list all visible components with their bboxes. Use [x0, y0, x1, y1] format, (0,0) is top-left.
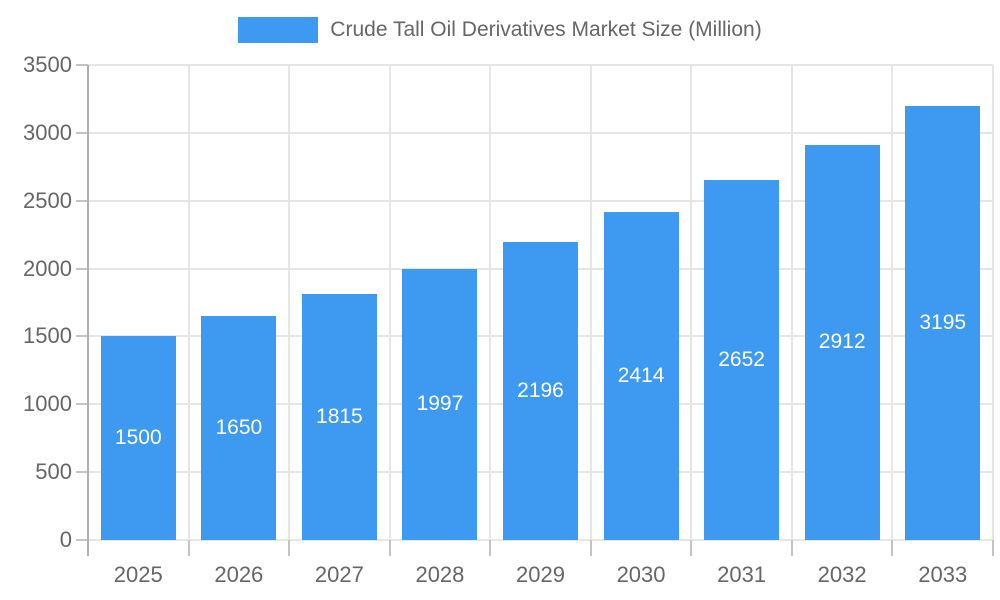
y-axis-tick-label: 3000: [23, 119, 72, 145]
x-gridline: [589, 65, 592, 540]
y-axis-tick-label: 2500: [23, 187, 72, 213]
bar-2027: [301, 293, 377, 540]
x-axis-tick-label: 2030: [616, 562, 666, 587]
x-axis-tick-label: 2033: [918, 562, 968, 587]
bar-value-label: 2912: [818, 330, 866, 354]
y-axis-tick-label: 500: [35, 459, 72, 485]
bar-2028: [402, 268, 478, 540]
x-gridline: [187, 65, 190, 540]
x-tick-mark: [288, 540, 291, 556]
bar-2025: [100, 336, 176, 540]
x-gridline: [790, 65, 793, 540]
x-gridline: [891, 65, 894, 540]
bar-value-label: 3195: [919, 311, 967, 335]
x-tick-mark: [187, 540, 190, 556]
y-tick-mark: [76, 199, 88, 202]
bar-value-label: 1815: [316, 404, 363, 428]
bar-2026: [201, 316, 277, 540]
x-axis-tick-label: 2029: [516, 562, 565, 587]
x-gridline: [690, 65, 693, 540]
x-tick-mark: [790, 540, 793, 556]
legend-swatch: [238, 17, 319, 43]
y-axis-tick-label: 2000: [23, 255, 72, 281]
bar-value-label: 1997: [416, 392, 464, 416]
bar-2033: [905, 106, 981, 540]
y-tick-mark: [76, 64, 88, 66]
bar-value-label: 1650: [215, 416, 263, 440]
chart-legend: Crude Tall Oil Derivatives Market Size (…: [0, 17, 1000, 43]
bar-value-label: 2652: [718, 348, 765, 372]
x-tick-mark: [489, 540, 492, 556]
x-tick-mark: [388, 540, 391, 556]
y-gridline: [88, 64, 993, 66]
x-axis-tick-label: 2032: [817, 562, 867, 587]
x-tick-mark: [992, 540, 994, 556]
bar-value-label: 2196: [517, 378, 564, 402]
x-axis-tick-label: 2025: [113, 562, 163, 587]
y-axis-tick-label: 0: [59, 527, 72, 552]
y-axis-line: [87, 65, 89, 556]
x-gridline: [489, 65, 492, 540]
bar-value-label: 1500: [114, 426, 162, 450]
y-tick-mark: [76, 335, 88, 338]
y-axis-tick-label: 1500: [23, 323, 72, 349]
x-axis-tick-label: 2026: [214, 562, 264, 587]
y-gridline: [88, 539, 993, 541]
x-tick-mark: [690, 540, 693, 556]
x-axis-tick-label: 2031: [717, 562, 767, 587]
bar-value-label: 2414: [617, 364, 665, 388]
y-gridline: [88, 199, 993, 202]
y-axis-tick-label: 1000: [23, 391, 72, 417]
bar-2030: [603, 212, 679, 540]
y-axis-tick-label: 3500: [23, 52, 72, 77]
x-axis-tick-label: 2028: [415, 562, 465, 587]
y-tick-mark: [76, 471, 88, 474]
bar-2029: [503, 241, 578, 540]
y-tick-mark: [76, 403, 88, 406]
x-gridline: [388, 65, 391, 540]
y-tick-mark: [76, 539, 88, 541]
x-gridline: [288, 65, 291, 540]
y-tick-mark: [76, 267, 88, 270]
y-gridline: [88, 131, 993, 134]
y-tick-mark: [76, 131, 88, 134]
bar-2032: [804, 144, 880, 540]
x-tick-mark: [589, 540, 592, 556]
x-tick-mark: [891, 540, 894, 556]
legend-label: Crude Tall Oil Derivatives Market Size (…: [330, 18, 762, 41]
bar-2031: [704, 180, 780, 540]
x-gridline: [992, 65, 994, 540]
x-axis-tick-label: 2027: [314, 562, 364, 587]
